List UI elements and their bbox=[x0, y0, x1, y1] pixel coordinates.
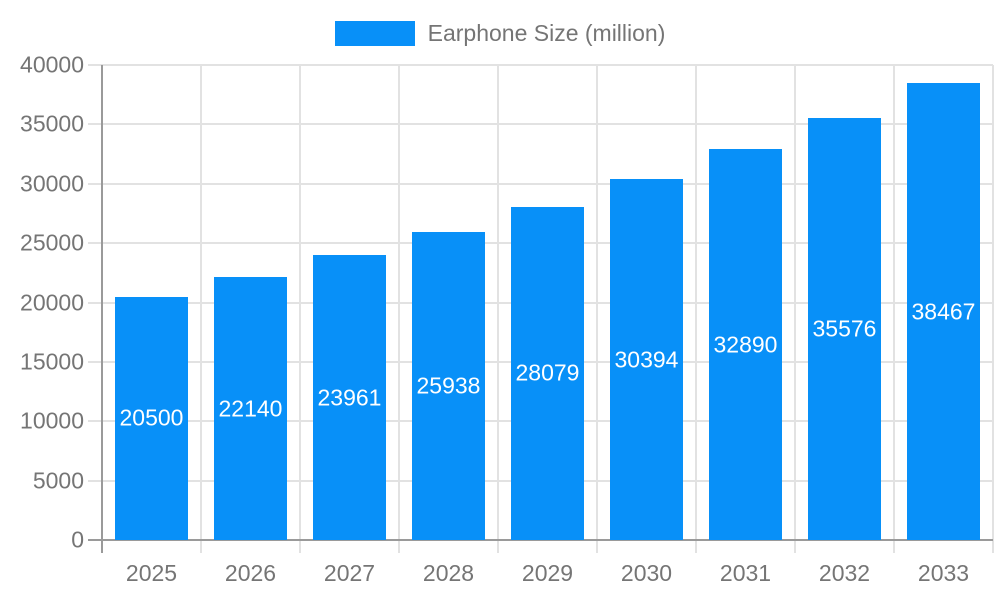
legend-item[interactable]: Earphone Size (million) bbox=[334, 19, 666, 46]
v-gridline bbox=[596, 65, 598, 540]
v-gridline bbox=[497, 65, 499, 540]
x-axis-label: 2026 bbox=[224, 560, 277, 586]
x-axis-tick bbox=[299, 540, 301, 553]
x-axis-tick bbox=[695, 540, 697, 553]
y-axis-label: 20000 bbox=[20, 289, 84, 315]
x-axis-label: 2025 bbox=[125, 560, 178, 586]
bar-value-label: 38467 bbox=[911, 298, 976, 325]
x-axis-label: 2027 bbox=[323, 560, 376, 586]
h-gridline bbox=[102, 182, 993, 185]
bar bbox=[907, 83, 980, 540]
v-gridline bbox=[695, 65, 697, 540]
v-gridline bbox=[299, 65, 301, 540]
bar bbox=[313, 255, 386, 540]
v-gridline bbox=[893, 65, 895, 540]
y-axis-tick bbox=[88, 301, 102, 304]
y-axis-line bbox=[101, 65, 103, 553]
h-gridline bbox=[102, 123, 993, 126]
x-axis-tick bbox=[992, 540, 994, 553]
v-gridline bbox=[794, 65, 796, 540]
x-axis-line bbox=[88, 539, 993, 541]
y-axis-label: 10000 bbox=[20, 407, 84, 434]
y-axis-tick bbox=[88, 64, 102, 66]
y-axis-tick bbox=[88, 123, 102, 126]
bar bbox=[115, 296, 188, 540]
y-axis-tick bbox=[88, 182, 102, 185]
y-axis-label: 35000 bbox=[20, 110, 84, 137]
bar-value-label: 28079 bbox=[515, 359, 580, 386]
y-axis-tick bbox=[88, 242, 102, 245]
bar-value-label: 25938 bbox=[416, 372, 481, 399]
bar-value-label: 23961 bbox=[317, 384, 382, 411]
bar-value-label: 35576 bbox=[812, 315, 877, 342]
x-axis-tick bbox=[794, 540, 796, 553]
bar bbox=[412, 231, 485, 540]
y-axis-tick bbox=[88, 420, 102, 423]
bar bbox=[214, 277, 287, 540]
x-axis-tick bbox=[398, 540, 400, 553]
y-axis-label: 30000 bbox=[20, 170, 84, 197]
x-axis-tick bbox=[497, 540, 499, 553]
y-axis-label: 15000 bbox=[20, 348, 84, 375]
x-axis-tick bbox=[893, 540, 895, 553]
x-axis-label: 2032 bbox=[818, 560, 871, 586]
v-gridline bbox=[398, 65, 400, 540]
x-axis-tick bbox=[200, 540, 202, 553]
y-axis-label: 25000 bbox=[20, 229, 84, 256]
bar bbox=[511, 206, 584, 540]
bar-value-label: 20500 bbox=[119, 404, 184, 431]
h-gridline bbox=[102, 64, 993, 66]
x-axis-label: 2033 bbox=[917, 560, 970, 586]
y-axis-tick bbox=[88, 360, 102, 363]
y-axis-tick bbox=[88, 479, 102, 482]
x-axis-tick bbox=[596, 540, 598, 553]
y-axis-label: 5000 bbox=[32, 467, 84, 494]
bar-value-label: 32890 bbox=[713, 331, 778, 358]
x-axis-label: 2031 bbox=[719, 560, 772, 586]
bar bbox=[610, 179, 683, 540]
x-axis-label: 2028 bbox=[422, 560, 475, 586]
bar bbox=[808, 117, 881, 540]
chart-legend: Earphone Size (million) bbox=[0, 14, 1000, 52]
bar-value-label: 22140 bbox=[218, 395, 283, 422]
y-axis-label: 40000 bbox=[20, 51, 84, 78]
v-gridline bbox=[992, 65, 994, 540]
x-axis-label: 2030 bbox=[620, 560, 673, 586]
v-gridline bbox=[200, 65, 202, 540]
legend-label: Earphone Size (million) bbox=[427, 19, 666, 46]
y-axis-label: 0 bbox=[71, 526, 84, 553]
legend-swatch bbox=[334, 20, 415, 46]
bar bbox=[709, 149, 782, 540]
bar-value-label: 30394 bbox=[614, 346, 679, 373]
x-axis-label: 2029 bbox=[521, 560, 574, 586]
